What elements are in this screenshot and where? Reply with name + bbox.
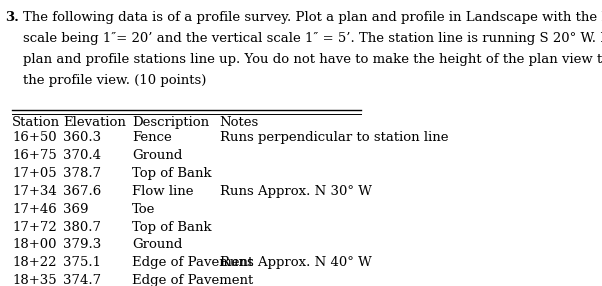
Text: 367.6: 367.6 (63, 184, 102, 198)
Text: 370.4: 370.4 (63, 149, 101, 162)
Text: The following data is of a profile survey. Plot a plan and profile in Landscape : The following data is of a profile surve… (23, 11, 602, 24)
Text: Top of Bank: Top of Bank (132, 221, 212, 234)
Text: Top of Bank: Top of Bank (132, 167, 212, 180)
Text: the profile view. (10 points): the profile view. (10 points) (23, 74, 206, 87)
Text: 375.1: 375.1 (63, 257, 101, 269)
Text: Runs perpendicular to station line: Runs perpendicular to station line (220, 131, 448, 144)
Text: 17+46: 17+46 (12, 202, 57, 216)
Text: Flow line: Flow line (132, 184, 194, 198)
Text: Toe: Toe (132, 202, 156, 216)
Text: Description: Description (132, 116, 209, 129)
Text: 380.7: 380.7 (63, 221, 101, 234)
Text: 18+22: 18+22 (12, 257, 57, 269)
Text: 378.7: 378.7 (63, 167, 101, 180)
Text: 18+00: 18+00 (12, 239, 57, 251)
Text: Station: Station (12, 116, 60, 129)
Text: plan and profile stations line up. You do not have to make the height of the pla: plan and profile stations line up. You d… (23, 53, 602, 66)
Text: Runs Approx. N 30° W: Runs Approx. N 30° W (220, 184, 371, 198)
Text: scale being 1″= 20’ and the vertical scale 1″ = 5’. The station line is running : scale being 1″= 20’ and the vertical sca… (23, 32, 602, 45)
Text: 17+34: 17+34 (12, 184, 57, 198)
Text: 17+05: 17+05 (12, 167, 57, 180)
Text: Notes: Notes (220, 116, 259, 129)
Text: 16+50: 16+50 (12, 131, 57, 144)
Text: Elevation: Elevation (63, 116, 126, 129)
Text: 360.3: 360.3 (63, 131, 101, 144)
Text: 17+72: 17+72 (12, 221, 57, 234)
Text: 379.3: 379.3 (63, 239, 102, 251)
Text: 18+35: 18+35 (12, 275, 57, 286)
Text: 374.7: 374.7 (63, 275, 101, 286)
Text: 3.: 3. (5, 11, 19, 24)
Text: Edge of Pavement: Edge of Pavement (132, 275, 253, 286)
Text: Ground: Ground (132, 149, 182, 162)
Text: Edge of Pavement: Edge of Pavement (132, 257, 253, 269)
Text: 369: 369 (63, 202, 88, 216)
Text: Runs Approx. N 40° W: Runs Approx. N 40° W (220, 257, 371, 269)
Text: Fence: Fence (132, 131, 172, 144)
Text: 16+75: 16+75 (12, 149, 57, 162)
Text: Ground: Ground (132, 239, 182, 251)
